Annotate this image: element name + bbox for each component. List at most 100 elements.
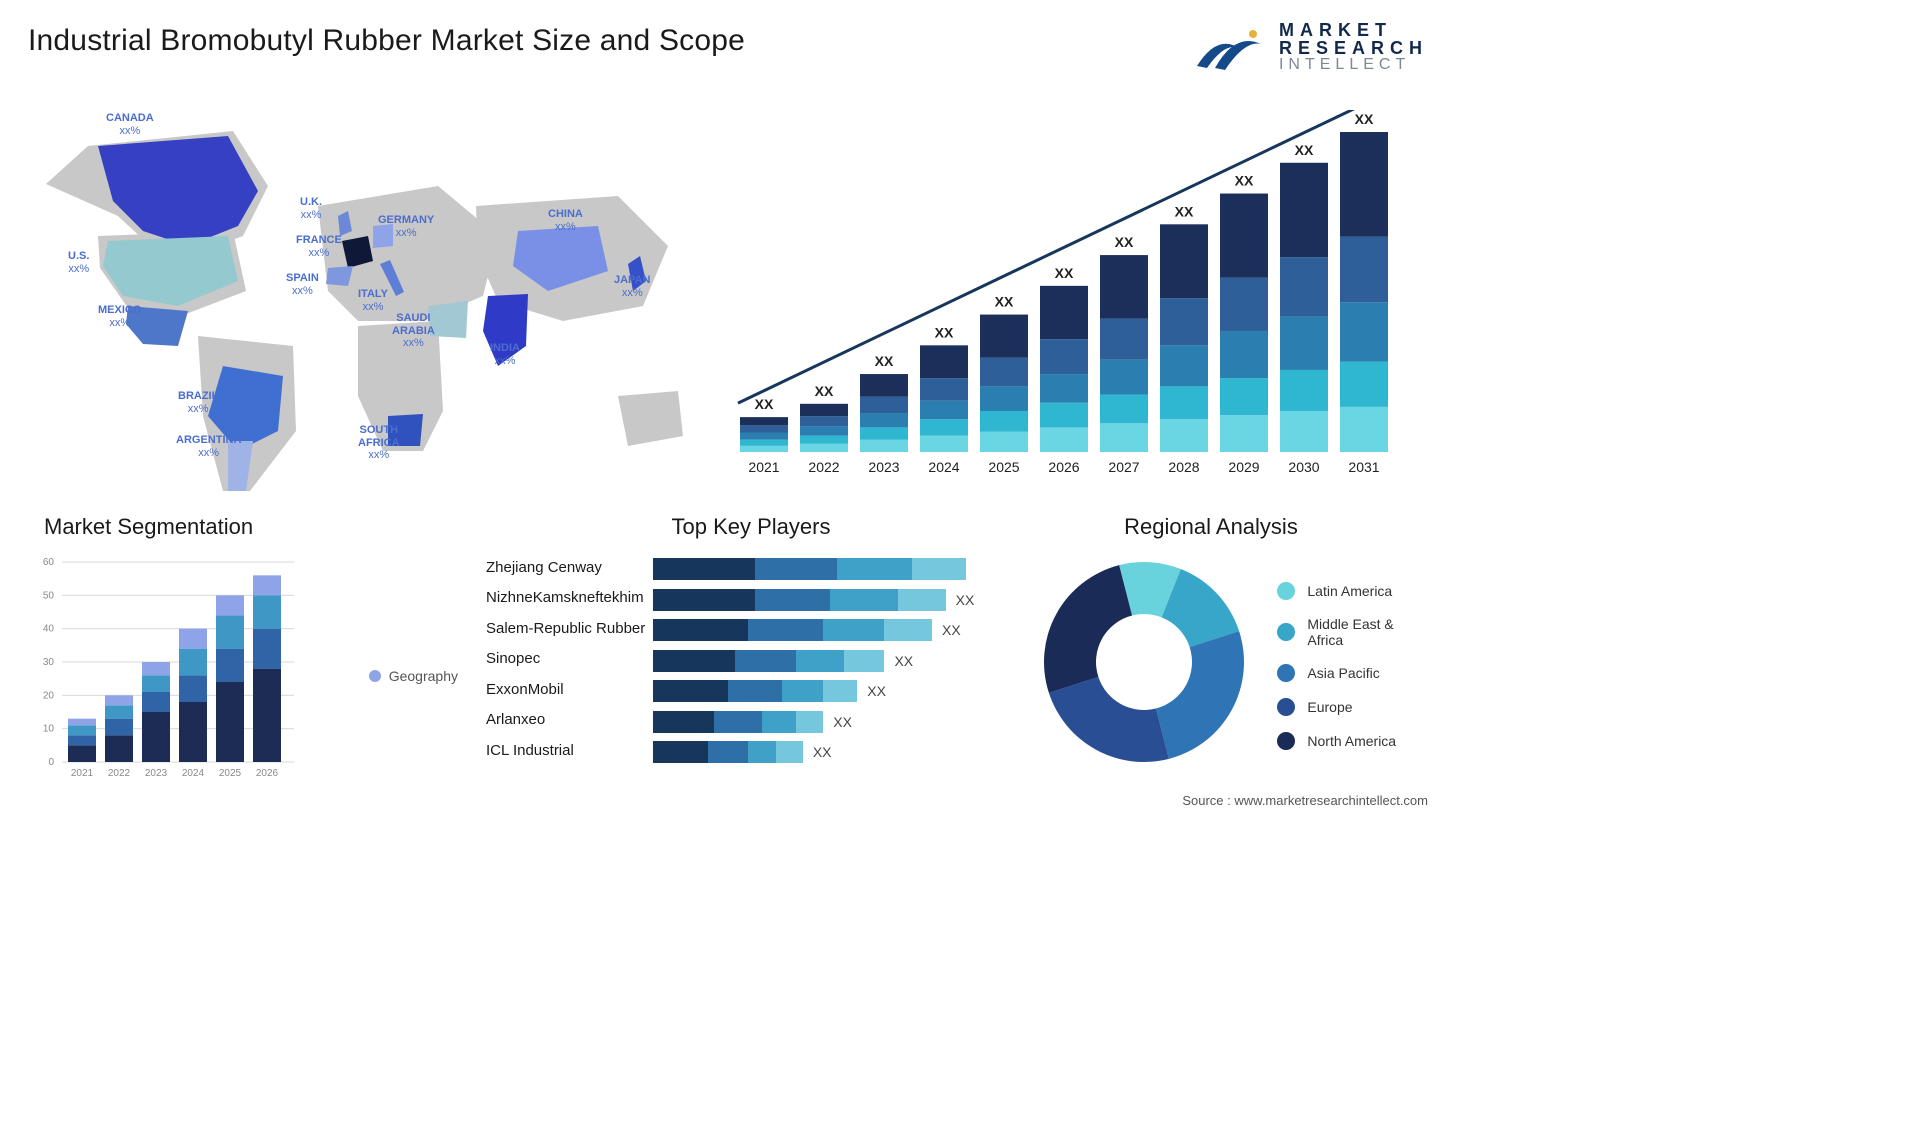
legend-swatch bbox=[1277, 698, 1295, 716]
legend-swatch bbox=[1277, 664, 1295, 682]
player-label: Sinopec bbox=[486, 644, 645, 675]
svg-text:2027: 2027 bbox=[1108, 459, 1139, 475]
svg-text:XX: XX bbox=[875, 353, 894, 369]
svg-text:XX: XX bbox=[755, 396, 774, 412]
map-label-india: INDIAxx% bbox=[490, 342, 520, 367]
svg-text:2021: 2021 bbox=[71, 768, 94, 779]
key-players-panel: Top Key Players Zhejiang CenwayNizhneKam… bbox=[486, 514, 1016, 794]
player-bar-row: XX bbox=[653, 585, 1016, 616]
svg-text:2029: 2029 bbox=[1228, 459, 1259, 475]
segmentation-legend: Geography bbox=[369, 668, 458, 684]
player-value: XX bbox=[813, 744, 832, 760]
legend-swatch bbox=[1277, 732, 1295, 750]
legend-label: Latin America bbox=[1307, 583, 1392, 599]
svg-text:2021: 2021 bbox=[748, 459, 779, 475]
legend-label: Geography bbox=[389, 668, 458, 684]
player-value: XX bbox=[942, 622, 961, 638]
svg-text:2025: 2025 bbox=[219, 768, 242, 779]
map-label-south-africa: SOUTHAFRICAxx% bbox=[358, 424, 400, 462]
svg-text:40: 40 bbox=[43, 624, 55, 635]
svg-text:2025: 2025 bbox=[988, 459, 1019, 475]
svg-text:XX: XX bbox=[815, 383, 834, 399]
key-players-bars: XXXXXXXXXXXX bbox=[645, 548, 1016, 768]
header: Industrial Bromobutyl Rubber Market Size… bbox=[28, 24, 1428, 96]
player-label: ExxonMobil bbox=[486, 674, 645, 705]
source-label: Source : www.marketresearchintellect.com bbox=[1182, 793, 1428, 808]
player-label: Salem-Republic Rubber bbox=[486, 613, 645, 644]
player-bar bbox=[653, 619, 932, 641]
legend-label: North America bbox=[1307, 733, 1396, 749]
player-bar-row: XX bbox=[653, 707, 1016, 738]
svg-text:XX: XX bbox=[1175, 203, 1194, 219]
segmentation-bar-chart: 0102030405060202120222023202420252026 bbox=[28, 548, 308, 780]
infographic-page: Industrial Bromobutyl Rubber Market Size… bbox=[0, 0, 1456, 816]
legend-label: Middle East & Africa bbox=[1307, 616, 1428, 648]
legend-label: Asia Pacific bbox=[1307, 665, 1379, 681]
brand-logo: MARKET RESEARCH INTELLECT bbox=[1195, 20, 1428, 74]
segmentation-title: Market Segmentation bbox=[44, 514, 468, 540]
key-players-title: Top Key Players bbox=[486, 514, 1016, 540]
regional-title: Regional Analysis bbox=[994, 514, 1428, 540]
region-legend-item: Europe bbox=[1277, 698, 1428, 716]
regional-panel: Regional Analysis Latin AmericaMiddle Ea… bbox=[1034, 514, 1428, 794]
player-bar-row bbox=[653, 554, 1016, 585]
player-bar bbox=[653, 711, 823, 733]
growth-bar-chart: XX2021XX2022XX2023XX2024XX2025XX2026XX20… bbox=[728, 110, 1412, 488]
map-label-france: FRANCExx% bbox=[296, 234, 342, 259]
map-label-germany: GERMANYxx% bbox=[378, 214, 434, 239]
svg-text:0: 0 bbox=[48, 757, 54, 768]
legend-label: Europe bbox=[1307, 699, 1352, 715]
player-bar bbox=[653, 650, 884, 672]
map-label-argentina: ARGENTINAxx% bbox=[176, 434, 241, 459]
svg-text:2023: 2023 bbox=[145, 768, 168, 779]
svg-text:2024: 2024 bbox=[928, 459, 959, 475]
svg-text:30: 30 bbox=[43, 657, 55, 668]
region-legend-item: North America bbox=[1277, 732, 1428, 750]
donut-slice bbox=[1044, 565, 1132, 693]
player-label: Zhejiang Cenway bbox=[486, 552, 645, 583]
svg-text:XX: XX bbox=[995, 294, 1014, 310]
svg-text:XX: XX bbox=[935, 324, 954, 340]
logo-line3: INTELLECT bbox=[1279, 57, 1428, 73]
donut-slice bbox=[1049, 677, 1169, 762]
player-bar-row: XX bbox=[653, 646, 1016, 677]
region-legend-item: Asia Pacific bbox=[1277, 664, 1428, 682]
svg-text:60: 60 bbox=[43, 557, 55, 568]
svg-text:XX: XX bbox=[1235, 173, 1254, 189]
svg-text:2026: 2026 bbox=[1048, 459, 1079, 475]
player-value: XX bbox=[894, 653, 913, 669]
player-bar bbox=[653, 558, 966, 580]
player-value: XX bbox=[833, 714, 852, 730]
legend-swatch bbox=[369, 670, 381, 682]
map-label-u-k-: U.K.xx% bbox=[300, 196, 322, 221]
svg-text:2022: 2022 bbox=[108, 768, 131, 779]
svg-text:2022: 2022 bbox=[808, 459, 839, 475]
player-bar-row: XX bbox=[653, 615, 1016, 646]
growth-chart-panel: XX2021XX2022XX2023XX2024XX2025XX2026XX20… bbox=[728, 96, 1428, 508]
svg-text:XX: XX bbox=[1055, 265, 1074, 281]
row-bottom: Market Segmentation 01020304050602021202… bbox=[28, 514, 1428, 794]
region-legend-item: Middle East & Africa bbox=[1277, 616, 1428, 648]
svg-text:2026: 2026 bbox=[256, 768, 279, 779]
donut-slice bbox=[1156, 631, 1244, 759]
svg-text:XX: XX bbox=[1115, 234, 1134, 250]
player-bar bbox=[653, 680, 857, 702]
svg-text:XX: XX bbox=[1355, 111, 1374, 127]
regional-donut-chart bbox=[1034, 552, 1247, 772]
map-label-u-s-: U.S.xx% bbox=[68, 250, 89, 275]
svg-text:2030: 2030 bbox=[1288, 459, 1319, 475]
region-legend-item: Latin America bbox=[1277, 582, 1428, 600]
row-top: CANADAxx%U.S.xx%MEXICOxx%BRAZILxx%ARGENT… bbox=[28, 96, 1428, 508]
segmentation-panel: Market Segmentation 01020304050602021202… bbox=[28, 514, 468, 794]
player-bar-row: XX bbox=[653, 737, 1016, 768]
logo-line2: RESEARCH bbox=[1279, 39, 1428, 57]
key-players-labels: Zhejiang CenwayNizhneKamskneftekhimSalem… bbox=[486, 548, 645, 768]
svg-text:2031: 2031 bbox=[1348, 459, 1379, 475]
player-label: Arlanxeo bbox=[486, 705, 645, 736]
map-label-italy: ITALYxx% bbox=[358, 288, 388, 313]
map-label-saudi-arabia: SAUDIARABIAxx% bbox=[392, 312, 435, 350]
map-label-brazil: BRAZILxx% bbox=[178, 390, 218, 415]
logo-text: MARKET RESEARCH INTELLECT bbox=[1279, 21, 1428, 73]
legend-swatch bbox=[1277, 582, 1295, 600]
player-bar bbox=[653, 741, 803, 763]
